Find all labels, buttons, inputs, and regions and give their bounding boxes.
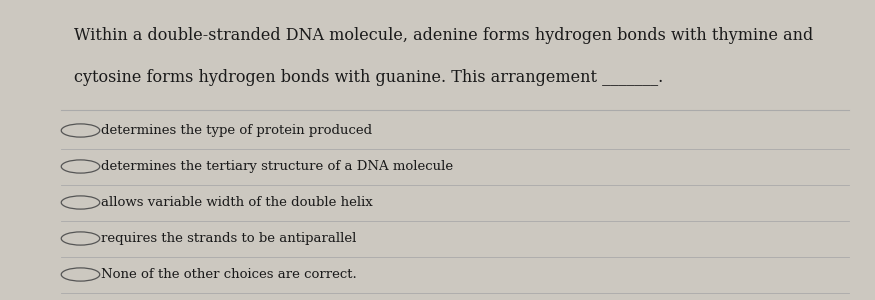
- Text: cytosine forms hydrogen bonds with guanine. This arrangement _______.: cytosine forms hydrogen bonds with guani…: [74, 69, 663, 86]
- Text: allows variable width of the double helix: allows variable width of the double heli…: [101, 196, 373, 209]
- Text: Within a double-stranded DNA molecule, adenine forms hydrogen bonds with thymine: Within a double-stranded DNA molecule, a…: [74, 27, 814, 44]
- Text: requires the strands to be antiparallel: requires the strands to be antiparallel: [101, 232, 356, 245]
- Text: None of the other choices are correct.: None of the other choices are correct.: [101, 268, 356, 281]
- Text: determines the tertiary structure of a DNA molecule: determines the tertiary structure of a D…: [101, 160, 452, 173]
- Text: determines the type of protein produced: determines the type of protein produced: [101, 124, 372, 137]
